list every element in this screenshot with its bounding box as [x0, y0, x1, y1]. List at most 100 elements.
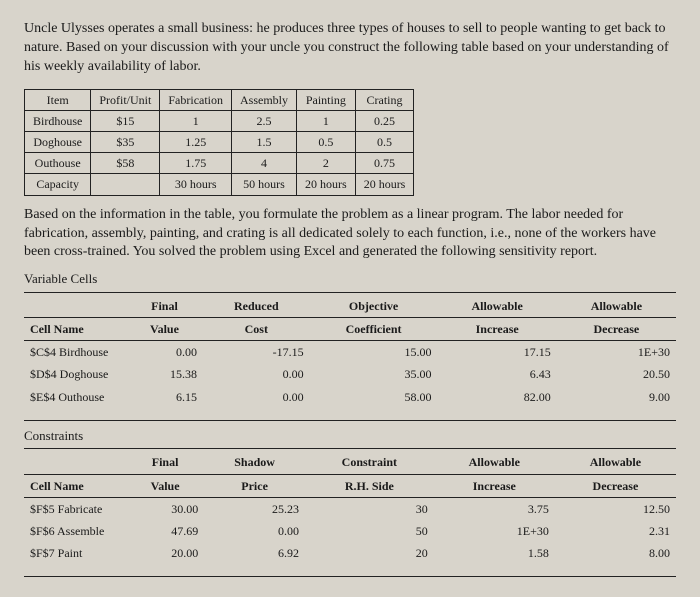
cell: 47.69	[126, 520, 204, 542]
cell: Doghouse	[25, 132, 91, 153]
cell: 8.00	[555, 542, 676, 564]
prod-col-profit: Profit/Unit	[91, 89, 160, 110]
prod-col-item: Item	[25, 89, 91, 110]
cell: 25.23	[204, 497, 305, 520]
head-decrease: Decrease	[557, 318, 676, 341]
cell: 20	[305, 542, 434, 564]
cell: 2.5	[232, 110, 297, 131]
head-final: Final	[126, 295, 203, 318]
cell: 50	[305, 520, 434, 542]
cell: 58.00	[310, 386, 438, 408]
cell: 4	[232, 153, 297, 174]
cell: 12.50	[555, 497, 676, 520]
cell: Outhouse	[25, 153, 91, 174]
cell: 9.00	[557, 386, 676, 408]
head-allow-inc: Allowable	[434, 451, 555, 474]
head-value: Value	[126, 474, 204, 497]
head-final: Final	[126, 451, 204, 474]
cell: 1.25	[160, 132, 232, 153]
cell: 6.92	[204, 542, 305, 564]
head-price: Price	[204, 474, 305, 497]
head-cost: Cost	[203, 318, 310, 341]
cell: 2.31	[555, 520, 676, 542]
variable-cells-wrap: Final Reduced Objective Allowable Allowa…	[24, 292, 676, 421]
cell: 50 hours	[232, 174, 297, 195]
cell: -17.15	[203, 341, 310, 364]
table-row: Capacity 30 hours 50 hours 20 hours 20 h…	[25, 174, 414, 195]
head-increase: Increase	[438, 318, 557, 341]
cell: 0.00	[126, 341, 203, 364]
cell: 1.58	[434, 542, 555, 564]
cell: 0.00	[203, 363, 310, 385]
prod-col-fabrication: Fabrication	[160, 89, 232, 110]
prod-col-crating: Crating	[355, 89, 414, 110]
variable-cells-table: Final Reduced Objective Allowable Allowa…	[24, 295, 676, 408]
cell: 17.15	[438, 341, 557, 364]
head-increase: Increase	[434, 474, 555, 497]
cell: 20.00	[126, 542, 204, 564]
cell: 20 hours	[297, 174, 356, 195]
cell: 20 hours	[355, 174, 414, 195]
cell: 1.75	[160, 153, 232, 174]
constraints-label: Constraints	[24, 427, 676, 445]
cell: $C$4 Birdhouse	[24, 341, 126, 364]
cell: 0.75	[355, 153, 414, 174]
cell: $F$5 Fabricate	[24, 497, 126, 520]
variable-cells-label: Variable Cells	[24, 270, 676, 288]
cell: Capacity	[25, 174, 91, 195]
cell: 30 hours	[160, 174, 232, 195]
cell: $58	[91, 153, 160, 174]
cell: $F$6 Assemble	[24, 520, 126, 542]
constraints-table: Final Shadow Constraint Allowable Allowa…	[24, 451, 676, 564]
table-row: Birdhouse $15 1 2.5 1 0.25	[25, 110, 414, 131]
cell: 1E+30	[557, 341, 676, 364]
table-row: $F$7 Paint 20.00 6.92 20 1.58 8.00	[24, 542, 676, 564]
production-table: Item Profit/Unit Fabrication Assembly Pa…	[24, 89, 414, 196]
head-cell-name: Cell Name	[24, 318, 126, 341]
cell: 30	[305, 497, 434, 520]
table-row: Outhouse $58 1.75 4 2 0.75	[25, 153, 414, 174]
head-shadow: Shadow	[204, 451, 305, 474]
cell: 2	[297, 153, 356, 174]
head-coeff: Coefficient	[310, 318, 438, 341]
table-row: $D$4 Doghouse 15.38 0.00 35.00 6.43 20.5…	[24, 363, 676, 385]
cell: $F$7 Paint	[24, 542, 126, 564]
head-constraint: Constraint	[305, 451, 434, 474]
prod-col-assembly: Assembly	[232, 89, 297, 110]
head-rhs: R.H. Side	[305, 474, 434, 497]
constraints-wrap: Final Shadow Constraint Allowable Allowa…	[24, 448, 676, 577]
cell: 0.00	[204, 520, 305, 542]
cell: 0.5	[355, 132, 414, 153]
cell: 0.00	[203, 386, 310, 408]
blank-head	[24, 295, 126, 318]
head-decrease: Decrease	[555, 474, 676, 497]
cell: 0.5	[297, 132, 356, 153]
cell: 1	[297, 110, 356, 131]
head-objective: Objective	[310, 295, 438, 318]
cell: 15.00	[310, 341, 438, 364]
cell	[91, 174, 160, 195]
cell: $15	[91, 110, 160, 131]
table-row: $F$6 Assemble 47.69 0.00 50 1E+30 2.31	[24, 520, 676, 542]
cell: 30.00	[126, 497, 204, 520]
head-cell-name: Cell Name	[24, 474, 126, 497]
cell: 1.5	[232, 132, 297, 153]
cell: 6.43	[438, 363, 557, 385]
cell: 1	[160, 110, 232, 131]
cell: 35.00	[310, 363, 438, 385]
cell: $D$4 Doghouse	[24, 363, 126, 385]
prod-col-painting: Painting	[297, 89, 356, 110]
cell: 6.15	[126, 386, 203, 408]
intro-paragraph: Uncle Ulysses operates a small business:…	[24, 20, 676, 77]
head-reduced: Reduced	[203, 295, 310, 318]
cell: $E$4 Outhouse	[24, 386, 126, 408]
cell: 0.25	[355, 110, 414, 131]
cell: Birdhouse	[25, 110, 91, 131]
mid-paragraph: Based on the information in the table, y…	[24, 206, 676, 263]
table-row: $F$5 Fabricate 30.00 25.23 30 3.75 12.50	[24, 497, 676, 520]
head-allow-dec: Allowable	[555, 451, 676, 474]
cell: 82.00	[438, 386, 557, 408]
head-allow-dec: Allowable	[557, 295, 676, 318]
cell: 1E+30	[434, 520, 555, 542]
table-row: $E$4 Outhouse 6.15 0.00 58.00 82.00 9.00	[24, 386, 676, 408]
